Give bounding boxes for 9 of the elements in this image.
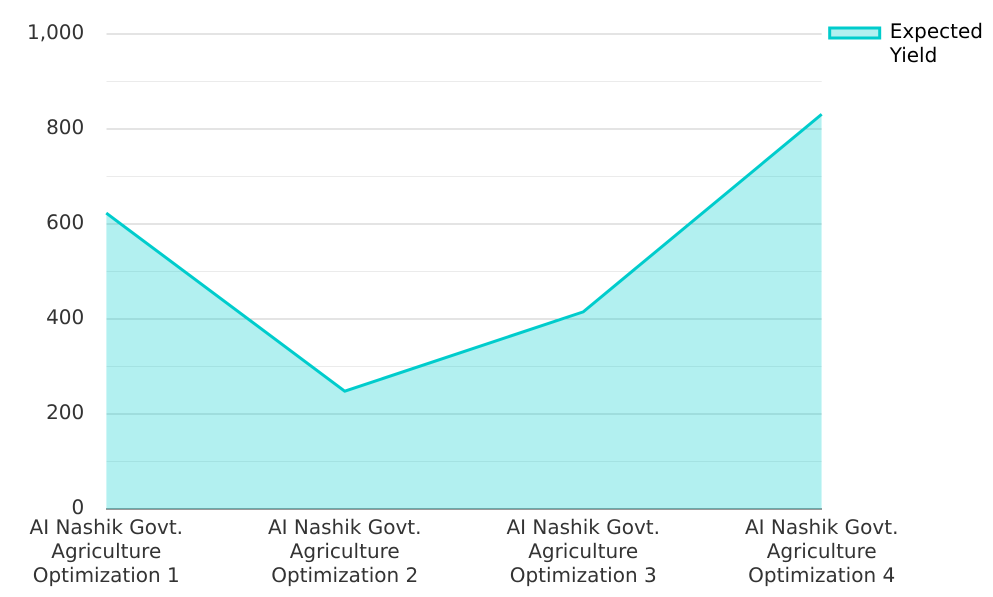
y-tick-label: 600 — [46, 210, 84, 234]
y-tick-label: 800 — [46, 115, 84, 140]
x-tick-label: AI Nashik Govt. Agriculture Optimization 2 — [268, 515, 422, 588]
x-tick-label: AI Nashik Govt. Agriculture Optimization 4 — [744, 515, 898, 588]
x-tick-label: AI Nashik Govt. Agriculture Optimization 3 — [506, 515, 660, 588]
y-tick-label: 400 — [46, 305, 84, 330]
y-tick-label: 1,000 — [26, 20, 84, 44]
legend-label: Expected Yield — [888, 19, 983, 68]
y-tick-label: 200 — [46, 400, 84, 424]
